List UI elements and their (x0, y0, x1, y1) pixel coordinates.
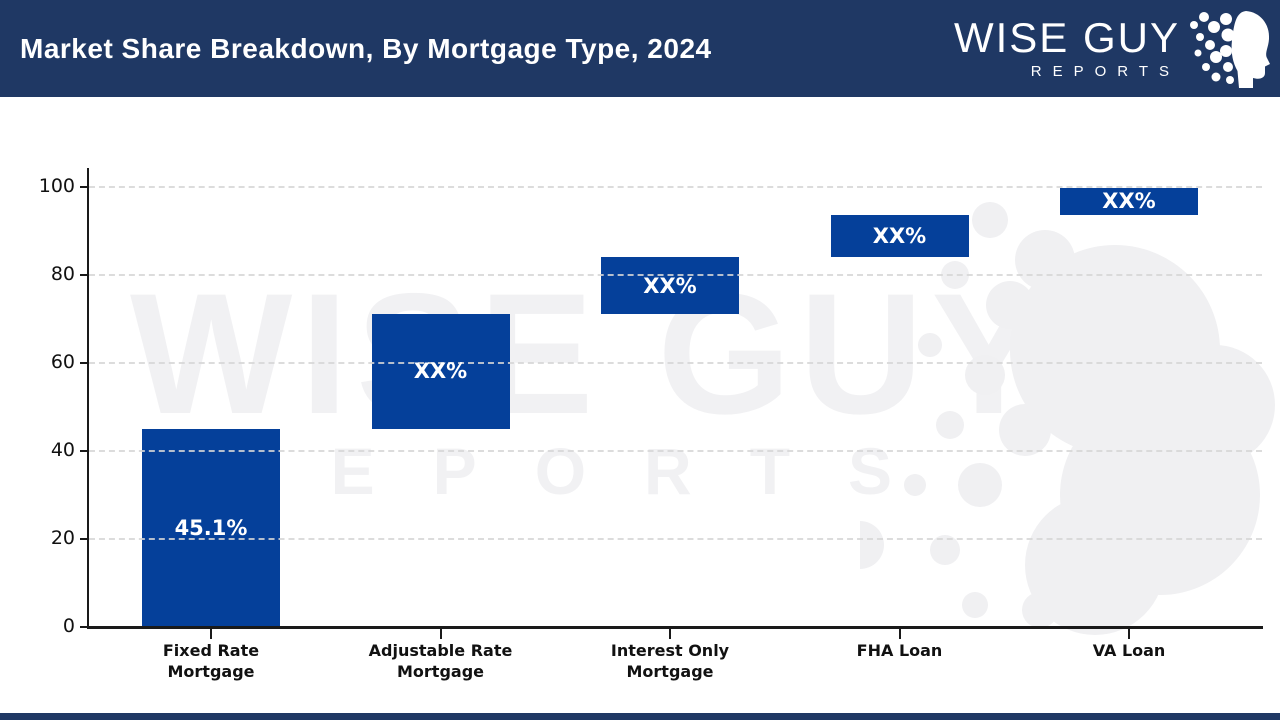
x-tick-mark (210, 629, 212, 639)
x-axis-label-line: FHA Loan (856, 641, 943, 660)
y-axis-line (87, 168, 89, 628)
bar-value-label: 45.1% (174, 515, 248, 540)
x-axis-label-line: Mortgage (626, 661, 714, 681)
gridline (89, 538, 1262, 540)
y-axis-tick-label: 100 (38, 175, 75, 197)
page-title: Market Share Breakdown, By Mortgage Type… (20, 32, 712, 64)
watermark-text-primary: WISE GUY (130, 258, 1055, 450)
footer-bar (0, 713, 1280, 720)
logo-head-icon (1190, 10, 1270, 88)
bar (830, 214, 969, 257)
x-tick-mark (439, 629, 442, 639)
bar (142, 428, 280, 627)
x-tick-mark (1128, 629, 1130, 639)
gridline (89, 450, 1262, 452)
x-axis-label-line: Interest Only (610, 641, 730, 660)
y-axis-tick-label: 80 (50, 263, 75, 285)
y-axis-tick-label: 20 (50, 527, 75, 549)
logo-text: WISE GUY REPORTS (953, 14, 1180, 81)
header-bar: Market Share Breakdown, By Mortgage Type… (0, 0, 1280, 97)
bar (601, 256, 739, 315)
x-tick-mark (898, 629, 901, 639)
bar-value-label: XX% (1102, 189, 1156, 214)
gridline (89, 274, 1262, 276)
watermark-text-secondary: REPORTS (225, 434, 951, 508)
logo-secondary-text: REPORTS (1030, 63, 1180, 80)
x-axis-label-line: Mortgage (167, 661, 255, 681)
gridline (89, 186, 1262, 188)
x-axis-label-line: Fixed Rate (162, 641, 260, 660)
bar (371, 314, 510, 429)
y-axis-tick-label: 0 (62, 615, 75, 637)
x-axis-label: VA Loan (1014, 641, 1244, 662)
x-axis-label: FHA Loan (785, 641, 1015, 662)
y-tick-mark (80, 274, 89, 276)
x-axis-label-line: Adjustable Rate (368, 641, 513, 660)
bar-value-label: XX% (643, 273, 697, 298)
wise-guy-logo: WISE GUY REPORTS (954, 9, 1280, 89)
bar-value-label: XX% (872, 223, 927, 248)
x-axis-label-line: VA Loan (1092, 641, 1166, 660)
bar (1060, 187, 1198, 215)
y-axis-tick-label: 60 (50, 351, 75, 373)
x-axis-line (87, 626, 1263, 629)
x-axis-label: Interest Only Mortgage (555, 641, 785, 683)
y-tick-mark (80, 626, 89, 628)
x-axis-label: Fixed Rate Mortgage (96, 641, 326, 683)
y-tick-mark (80, 450, 89, 452)
y-tick-mark (80, 186, 89, 188)
y-tick-mark (80, 538, 89, 540)
y-tick-mark (80, 362, 89, 364)
logo-primary-text: WISE GUY (953, 14, 1180, 61)
gridline (89, 362, 1262, 364)
bar-value-label: XX% (413, 359, 468, 384)
x-axis-label: Adjustable Rate Mortgage (326, 641, 556, 683)
x-tick-mark (669, 629, 671, 639)
x-axis-label-line: Mortgage (396, 661, 484, 681)
y-axis-tick-label: 40 (50, 439, 75, 461)
